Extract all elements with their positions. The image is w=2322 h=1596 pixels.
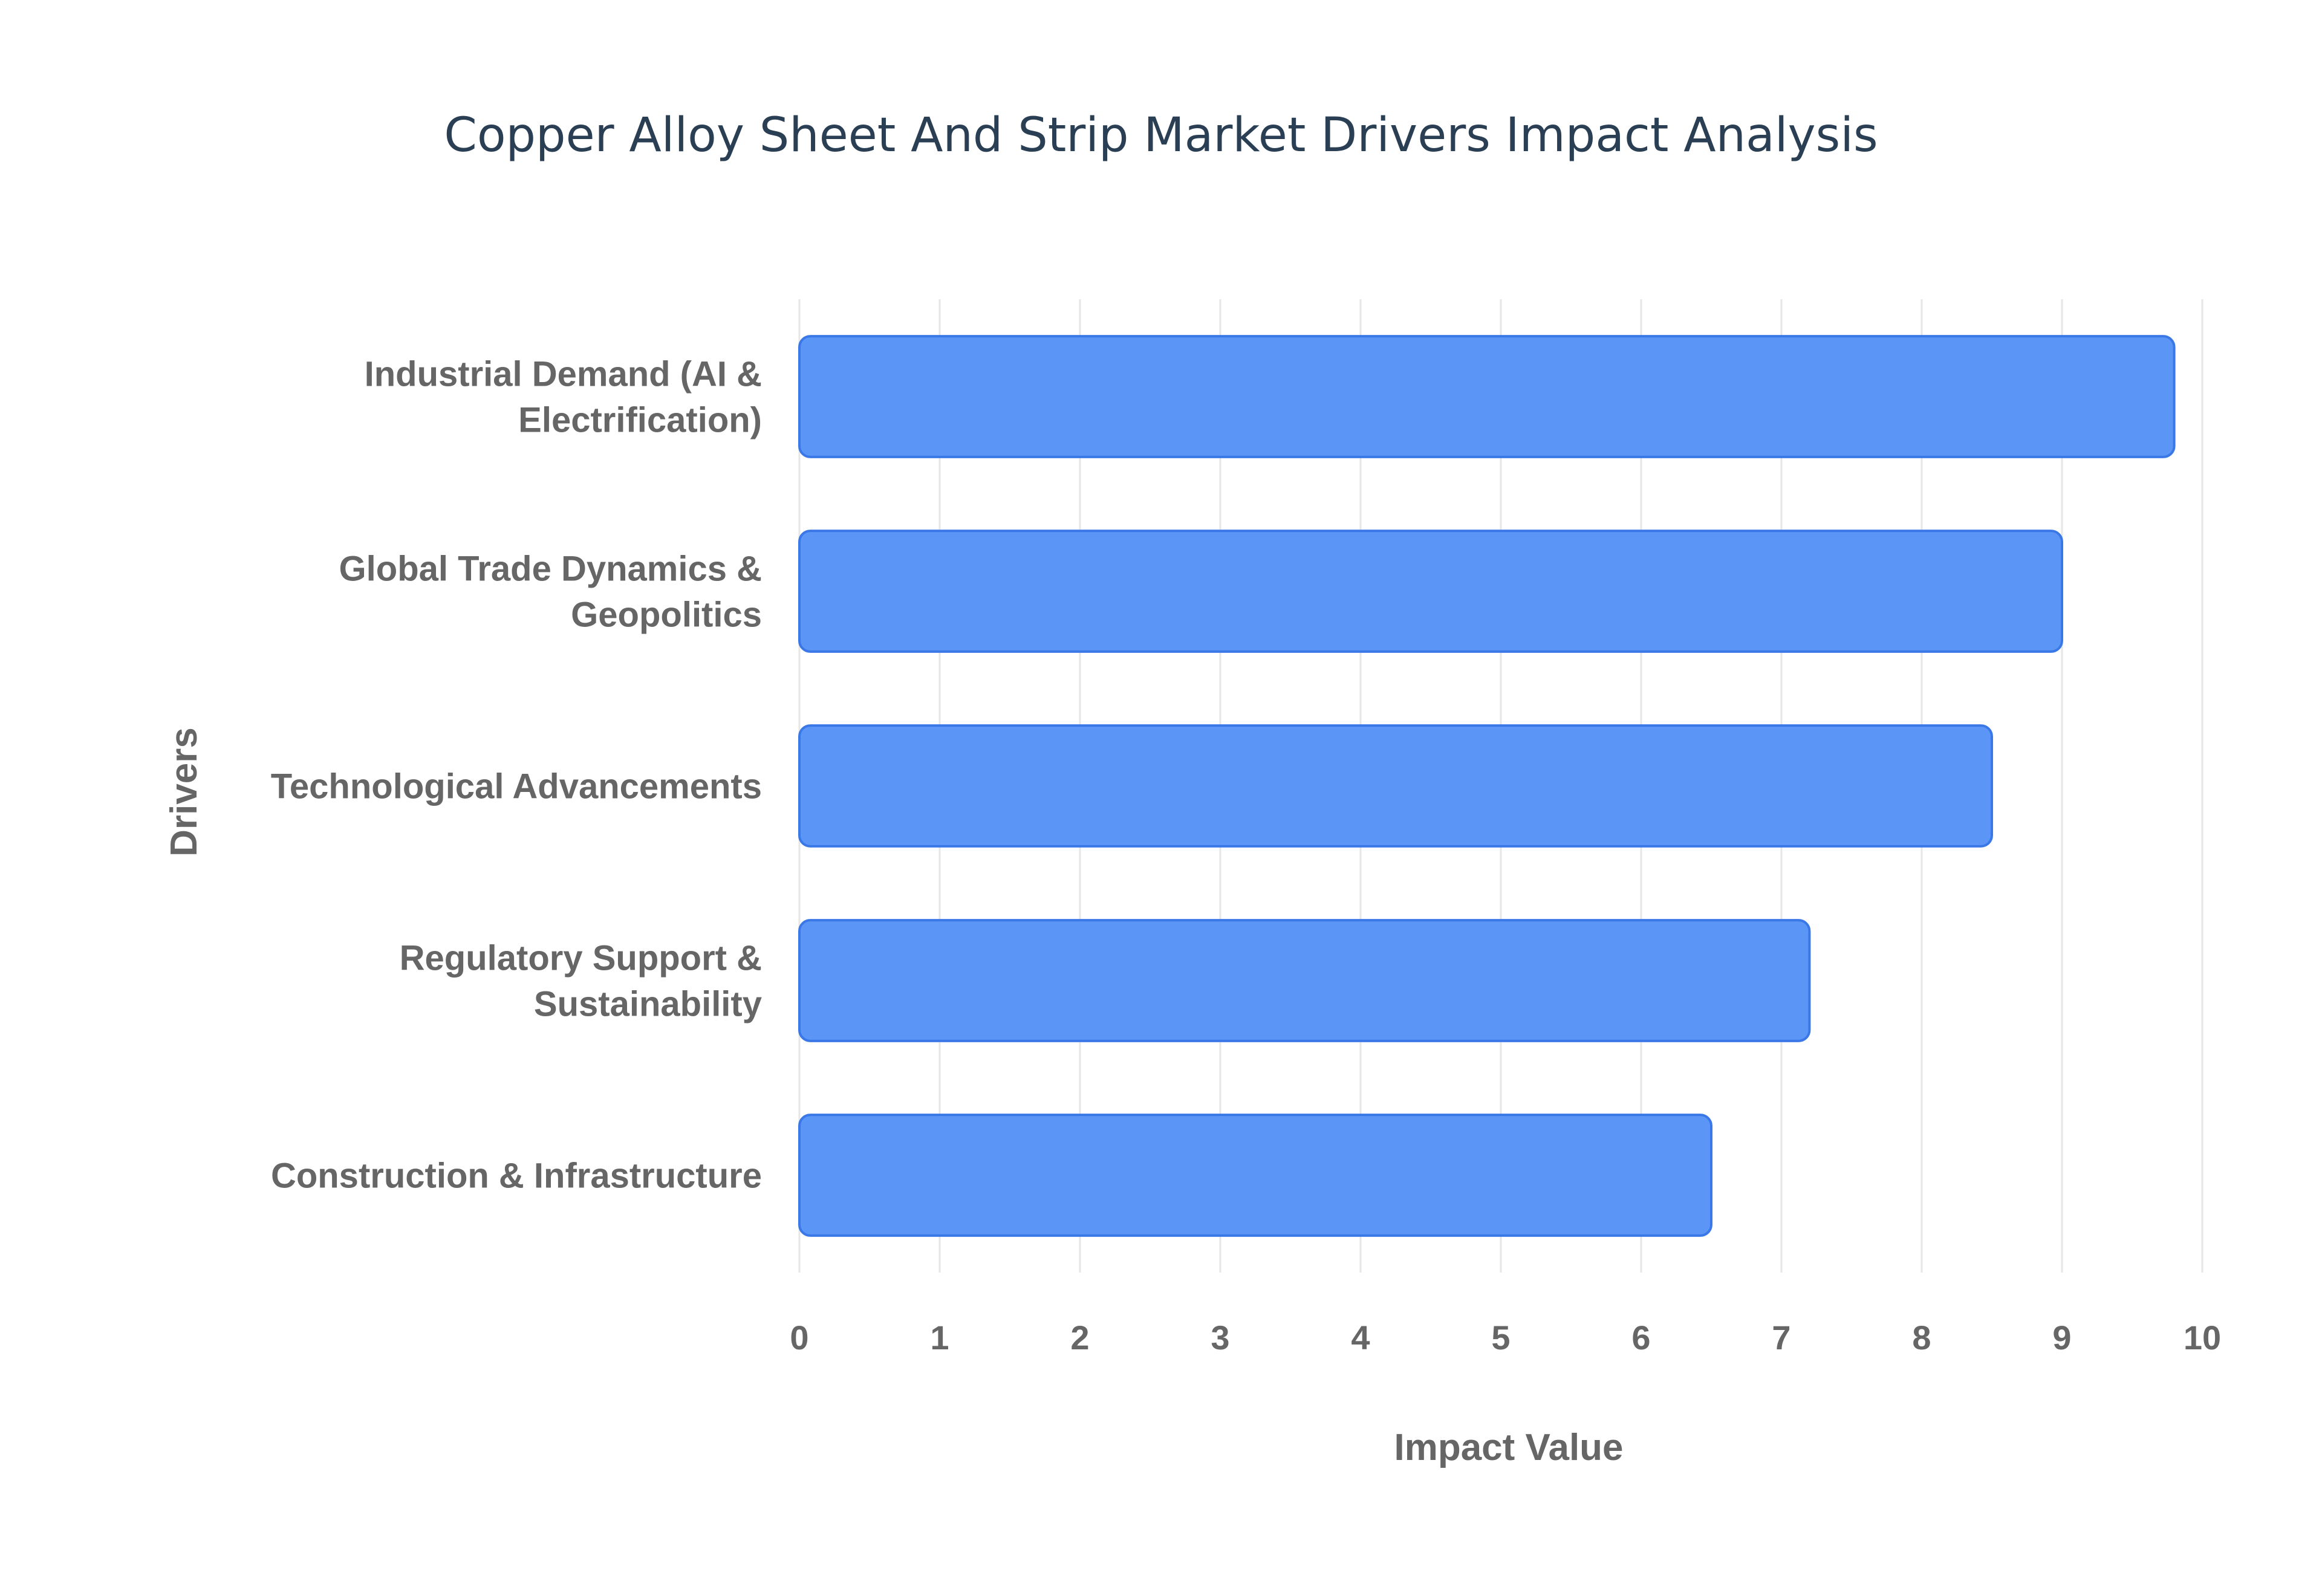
y-tick-label: Industrial Demand (AI & Electrification): [365, 354, 762, 440]
x-tick-label: 0: [790, 1319, 808, 1357]
y-tick-label: Regulatory Support & Sustainability: [400, 938, 762, 1023]
bar: [798, 1114, 1712, 1237]
bar: [798, 335, 2176, 458]
y-tick-label: Global Trade Dynamics & Geopolitics: [339, 549, 762, 634]
x-tick-label: 6: [1631, 1319, 1650, 1357]
x-tick-label: 1: [930, 1319, 949, 1357]
y-tick-label: Construction & Infrastructure: [271, 1156, 762, 1195]
y-tick-label-line: Global Trade Dynamics &: [339, 549, 762, 588]
y-tick-label-line: Geopolitics: [571, 595, 762, 634]
y-tick-label-line: Regulatory Support &: [400, 938, 762, 978]
y-axis-tick-labels: Industrial Demand (AI & Electrification) G…: [271, 354, 762, 1195]
chart-title: Copper Alloy Sheet And Strip Market Driv…: [444, 108, 1878, 163]
bar: [798, 530, 2063, 653]
bars: [798, 335, 2176, 1237]
y-tick-label-line: Construction & Infrastructure: [271, 1156, 762, 1195]
y-tick-label-line: Technological Advancements: [271, 767, 762, 806]
y-axis-title: Drivers: [163, 727, 205, 857]
x-tick-label: 10: [2184, 1319, 2221, 1357]
bar: [798, 919, 1811, 1042]
x-tick-label: 3: [1211, 1319, 1229, 1357]
x-axis-tick-labels: 0 1 2 3 4 5 6 7 8 9 10: [790, 1319, 2221, 1357]
y-tick-label: Technological Advancements: [271, 767, 762, 806]
x-tick-label: 8: [1912, 1319, 1931, 1357]
x-tick-label: 4: [1351, 1319, 1370, 1357]
x-tick-label: 7: [1772, 1319, 1790, 1357]
x-tick-label: 9: [2052, 1319, 2071, 1357]
y-tick-label-line: Industrial Demand (AI &: [365, 354, 762, 394]
x-tick-label: 5: [1491, 1319, 1510, 1357]
x-tick-label: 2: [1070, 1319, 1089, 1357]
y-tick-label-line: Sustainability: [534, 984, 762, 1023]
bar: [798, 724, 1993, 848]
y-tick-label-line: Electrification): [518, 400, 762, 440]
x-axis-title: Impact Value: [1394, 1427, 1623, 1468]
